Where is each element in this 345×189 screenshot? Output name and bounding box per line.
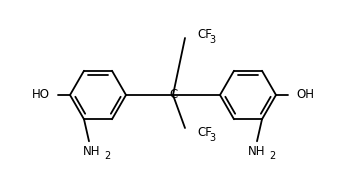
Text: HO: HO: [32, 88, 50, 101]
Text: CF: CF: [197, 29, 212, 42]
Text: NH: NH: [248, 145, 266, 158]
Text: 3: 3: [209, 133, 215, 143]
Text: 2: 2: [269, 151, 275, 161]
Text: CF: CF: [197, 126, 212, 139]
Text: 2: 2: [104, 151, 110, 161]
Text: OH: OH: [296, 88, 314, 101]
Text: 3: 3: [209, 35, 215, 45]
Text: NH: NH: [83, 145, 101, 158]
Text: C: C: [169, 88, 177, 101]
